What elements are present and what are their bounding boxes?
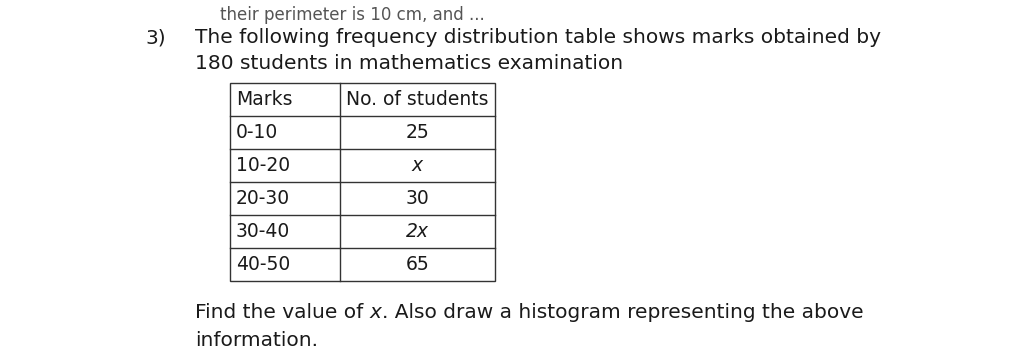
- Text: Find the value of: Find the value of: [195, 303, 370, 322]
- Text: information.: information.: [195, 331, 318, 350]
- Text: 65: 65: [406, 255, 429, 274]
- Text: 10-20: 10-20: [236, 156, 290, 175]
- Text: Marks: Marks: [236, 90, 293, 109]
- Text: 2x: 2x: [406, 222, 429, 241]
- Text: 0-10: 0-10: [236, 123, 279, 142]
- Text: 25: 25: [406, 123, 429, 142]
- Text: The following frequency distribution table shows marks obtained by: The following frequency distribution tab…: [195, 28, 881, 47]
- Text: x: x: [370, 303, 382, 322]
- Text: . Also draw a histogram representing the above: . Also draw a histogram representing the…: [382, 303, 863, 322]
- Text: their perimeter is 10 cm, and ...: their perimeter is 10 cm, and ...: [220, 6, 484, 24]
- Text: 3): 3): [145, 28, 166, 47]
- Bar: [230, 83, 495, 281]
- Text: 30-40: 30-40: [236, 222, 290, 241]
- Text: 30: 30: [406, 189, 429, 208]
- Text: 20-30: 20-30: [236, 189, 290, 208]
- Text: 180 students in mathematics examination: 180 students in mathematics examination: [195, 54, 624, 73]
- Text: 40-50: 40-50: [236, 255, 290, 274]
- Text: x: x: [412, 156, 423, 175]
- Text: No. of students: No. of students: [346, 90, 488, 109]
